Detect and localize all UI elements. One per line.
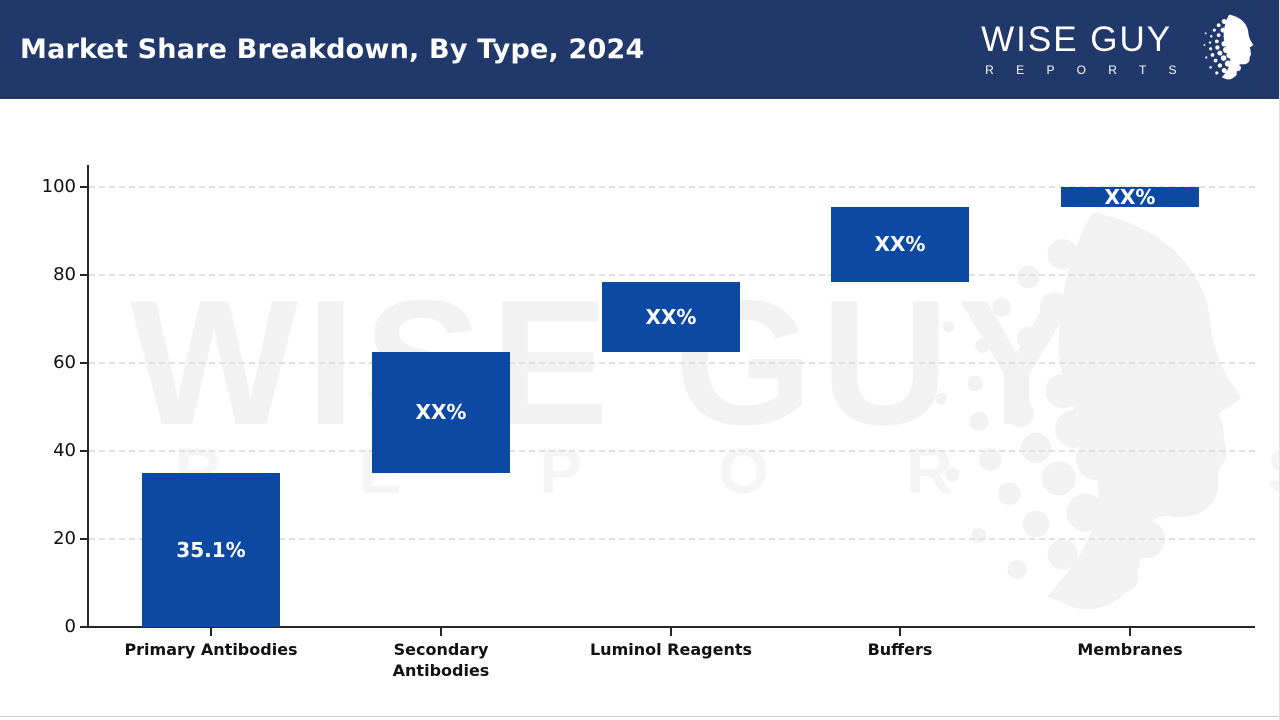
x-axis-label-line: Primary Antibodies [124,640,298,659]
y-axis-tick-60 [80,362,87,364]
x-axis-label-2: Secondary Antibodies [326,640,556,682]
wiseguy-logo: WISE GUY R E P O R T S [981,10,1254,90]
gridline-40 [89,450,1255,452]
y-axis-label-60: 60 [53,352,76,373]
bar-value-label: XX% [1104,184,1156,209]
bar-segment-2: XX% [372,352,510,473]
x-axis-tick-4 [899,628,901,636]
bar-segment-3: XX% [602,282,740,352]
x-axis-label-5: Membranes [1015,640,1245,661]
gridline-80 [89,274,1255,276]
y-axis-label-20: 20 [53,528,76,549]
x-axis-label-3: Luminol Reagents [556,640,786,661]
logo-text: WISE GUY R E P O R T S [981,22,1186,77]
bar-segment-4: XX% [831,206,969,283]
header-bar: Market Share Breakdown, By Type, 2024 WI… [0,0,1279,99]
x-axis-label-line: Luminol Reagents [589,640,752,659]
y-axis-label-0: 0 [64,616,76,637]
y-axis-label-40: 40 [53,440,76,461]
x-axis-label-line: Secondary [393,640,489,659]
x-axis-label-1: Primary Antibodies [96,640,326,661]
y-axis-tick-20 [80,538,87,540]
gridline-100 [89,186,1255,188]
x-axis-label-line: Antibodies [392,660,490,680]
bar-value-label: 35.1% [176,537,246,562]
x-axis-label-line: Buffers [867,640,933,659]
gridline-20 [89,538,1255,540]
y-axis-tick-0 [80,626,87,628]
x-axis-tick-5 [1129,628,1131,636]
y-axis-tick-100 [80,186,87,188]
bar-segment-1: 35.1% [142,472,280,627]
logo-wordmark: WISE GUY [981,20,1173,59]
y-axis-line [87,165,89,628]
x-axis-tick-3 [670,628,672,636]
logo-subtitle: R E P O R T S [985,63,1186,77]
y-axis-tick-40 [80,450,87,452]
y-axis-label-100: 100 [41,176,76,197]
x-axis-label-4: Buffers [785,640,1015,661]
bar-value-label: XX% [415,400,467,425]
x-axis-tick-1 [210,628,212,636]
y-axis-label-80: 80 [53,264,76,285]
bar-segment-5: XX% [1061,187,1199,207]
x-axis-line [87,626,1255,628]
logo-face-icon [1192,10,1254,90]
page-title: Market Share Breakdown, By Type, 2024 [20,34,645,65]
y-axis-tick-80 [80,274,87,276]
gridline-60 [89,362,1255,364]
x-axis-tick-2 [440,628,442,636]
x-axis-label-line: Membranes [1077,640,1183,659]
bar-value-label: XX% [645,305,697,329]
bar-value-label: XX% [874,232,926,257]
bottom-divider [0,716,1279,717]
